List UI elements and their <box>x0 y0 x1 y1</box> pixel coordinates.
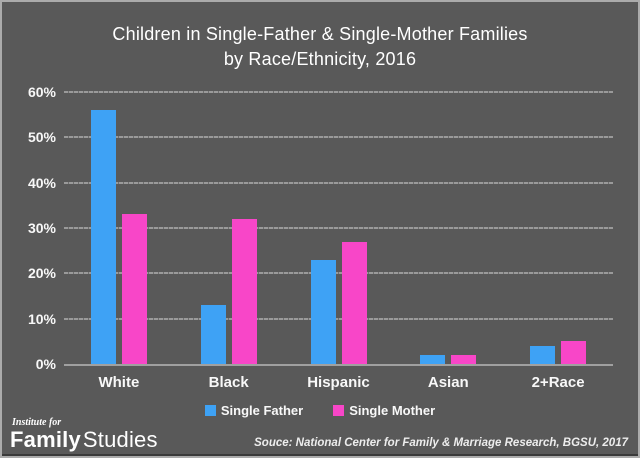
bar-single-mother-white <box>121 214 147 364</box>
y-axis-tick-label: 30% <box>27 220 56 236</box>
x-axis-category-label: 2+Race <box>531 374 585 391</box>
bar-single-father-2+race <box>530 345 556 364</box>
legend-swatch <box>333 405 345 416</box>
bar-single-mother-2+race <box>561 341 587 364</box>
bar-single-father-hispanic <box>310 259 336 364</box>
y-axis-tick-label: 0% <box>35 356 56 372</box>
legend-item-single-father: Single Father <box>204 403 304 418</box>
y-axis-tick-label: 20% <box>27 265 56 282</box>
chart-title-line1: Children in Single-Father & Single-Mothe… <box>112 24 528 44</box>
legend-label: Single Mother <box>349 403 436 418</box>
chart-title: Children in Single-Father & Single-Mothe… <box>2 22 638 72</box>
legend: Single Father Single Mother <box>2 403 638 418</box>
gridline-10 <box>64 317 613 320</box>
gridline-30 <box>64 227 613 229</box>
y-axis-tick-label: 10% <box>27 310 56 327</box>
x-axis-category-label: Asian <box>427 374 469 391</box>
y-axis-tick-label: 40% <box>27 174 56 191</box>
logo-institute-for: Institute for <box>12 417 62 428</box>
gridline-60 <box>64 91 613 93</box>
bar-single-mother-asian <box>451 354 477 364</box>
y-axis-tick-label: 50% <box>27 129 56 146</box>
ifs-logo: Institute for FamilyStudies <box>10 418 158 451</box>
x-axis-category-label: White <box>98 374 140 391</box>
gridline-40 <box>64 181 613 184</box>
x-axis-category-label: Hispanic <box>307 374 370 391</box>
plot-area <box>64 91 613 366</box>
source-attribution: Souce: National Center for Family & Marr… <box>254 437 628 449</box>
legend-label: Single Father <box>220 403 304 418</box>
gridline-50 <box>64 136 613 139</box>
bar-single-mother-black <box>231 218 257 364</box>
chart-title-line2: by Race/Ethnicity, 2016 <box>223 49 417 69</box>
bar-single-mother-hispanic <box>341 241 367 364</box>
bar-single-father-black <box>200 305 226 364</box>
bar-single-father-white <box>90 110 116 364</box>
logo-family-studies: FamilyStudies <box>10 427 158 452</box>
legend-item-single-mother: Single Mother <box>333 403 435 418</box>
x-axis-category-label: Black <box>208 374 249 391</box>
legend-swatch <box>204 405 216 416</box>
bar-single-father-asian <box>420 354 446 364</box>
y-axis-tick-label: 60% <box>27 84 56 100</box>
gridline-20 <box>64 272 613 275</box>
